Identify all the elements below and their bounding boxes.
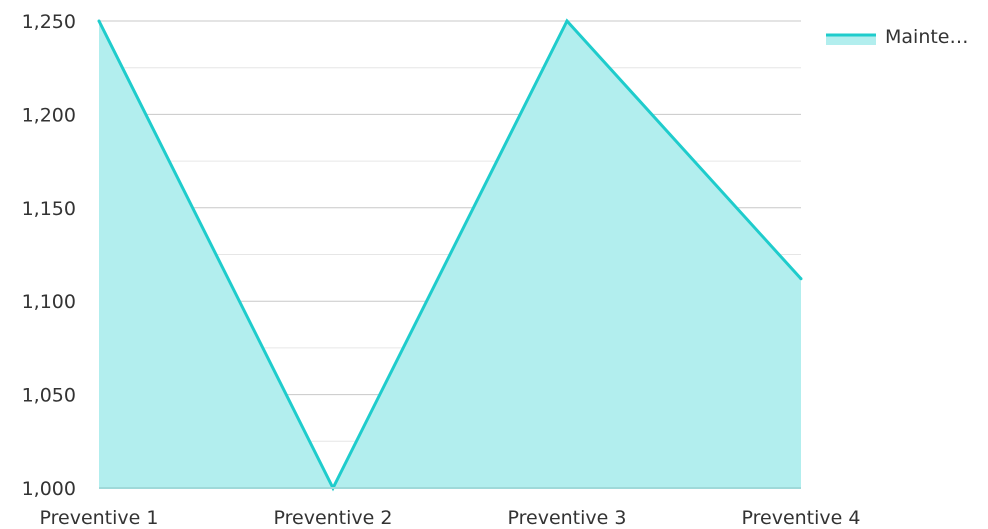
legend-swatch	[826, 35, 876, 45]
y-tick-label: 1,050	[22, 385, 76, 407]
series-line	[97, 18, 803, 492]
x-tick-label: Preventive 1	[40, 507, 159, 529]
legend-label: Mainte…	[885, 26, 969, 48]
legend[interactable]: Mainte…	[826, 26, 969, 48]
series-area	[97, 18, 803, 492]
data-point	[97, 19, 101, 23]
data-point	[565, 19, 569, 23]
y-tick-label: 1,100	[22, 291, 76, 313]
x-tick-label: Preventive 3	[508, 507, 627, 529]
data-point	[799, 277, 803, 281]
x-tick-label: Preventive 4	[742, 507, 861, 529]
x-tick-label: Preventive 2	[274, 507, 393, 529]
y-tick-label: 1,150	[22, 198, 76, 220]
y-axis-tick-labels: 1,000 1,050 1,100 1,150 1,200 1,250	[22, 11, 76, 500]
y-tick-label: 1,250	[22, 11, 76, 33]
y-tick-label: 1,000	[22, 478, 76, 500]
x-axis-tick-labels: Preventive 1 Preventive 2 Preventive 3 Prev…	[40, 507, 861, 529]
y-tick-label: 1,200	[22, 104, 76, 126]
